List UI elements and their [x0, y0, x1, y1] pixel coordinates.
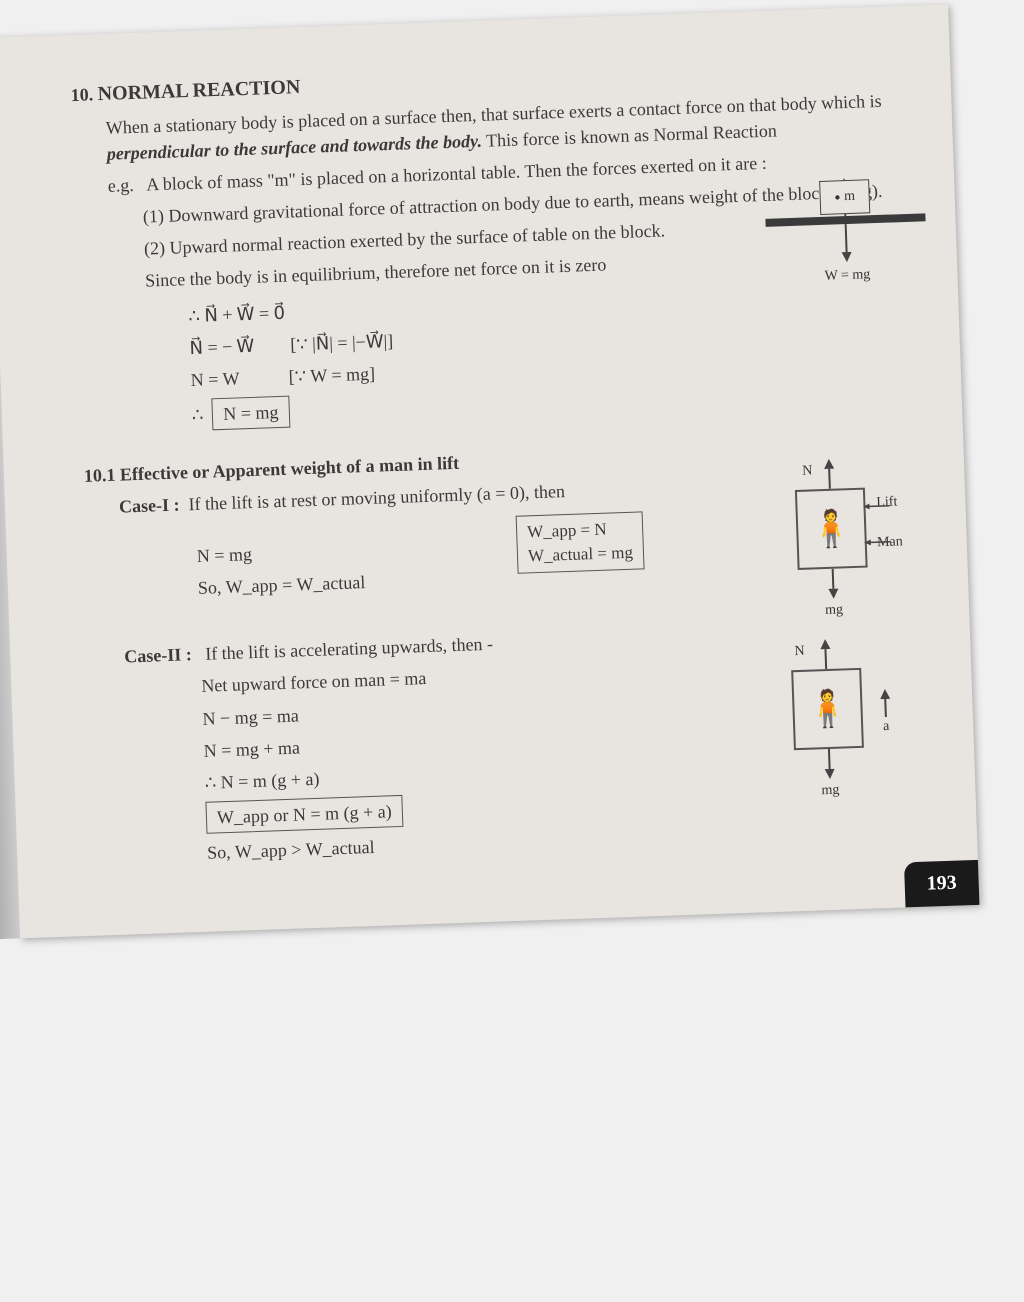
subsection-number: 10.1: [84, 465, 116, 486]
page-number: 193: [904, 860, 980, 908]
math-line3a: N = W: [190, 368, 239, 390]
case1-label: Case-I :: [119, 495, 180, 517]
wbox-line2: W_actual = mg: [528, 541, 634, 568]
case2-label: Case-II :: [124, 645, 192, 667]
math-line4-box: N = mg: [212, 395, 290, 430]
math-line2a: N⃗ = − W⃗: [189, 335, 254, 357]
figure-block-on-table: N • m W = mg: [754, 175, 938, 290]
section-number: 10.: [70, 84, 93, 105]
eg-label: e.g.: [108, 175, 135, 196]
fig3-a-label: a: [881, 717, 892, 738]
fig1-m-label: m: [844, 187, 856, 208]
math-line3b: [∵ W = mg]: [288, 363, 375, 386]
figure-lift-rest: N 🧍 Lift Man mg: [754, 456, 910, 623]
person-icon: 🧍: [805, 691, 851, 729]
case1-text: If the lift is at rest or moving uniform…: [188, 481, 565, 514]
fig1-block: • m: [819, 179, 870, 215]
case2-text: If the lift is accelerating upwards, the…: [205, 634, 493, 664]
fig1-W-label: W = mg: [757, 263, 938, 290]
case2-box: W_app or N = m (g + a): [205, 795, 403, 834]
intro-text-c: This force is known as Normal Reaction: [482, 121, 778, 151]
subsection-title: Effective or Apparent weight of a man in…: [120, 453, 460, 485]
figure-lift-accel: N 🧍 a mg: [760, 637, 896, 804]
section-title: NORMAL REACTION: [97, 76, 300, 105]
weight-definition-box: W_app = N W_actual = mg: [516, 511, 645, 573]
fig2-N-label: N: [802, 461, 813, 482]
math-line4-pre: ∴: [192, 404, 204, 424]
person-icon: 🧍: [808, 510, 854, 548]
math-line2b: [∵ |N⃗| = |−W⃗|]: [290, 331, 394, 355]
fig3-N-label: N: [794, 642, 805, 663]
